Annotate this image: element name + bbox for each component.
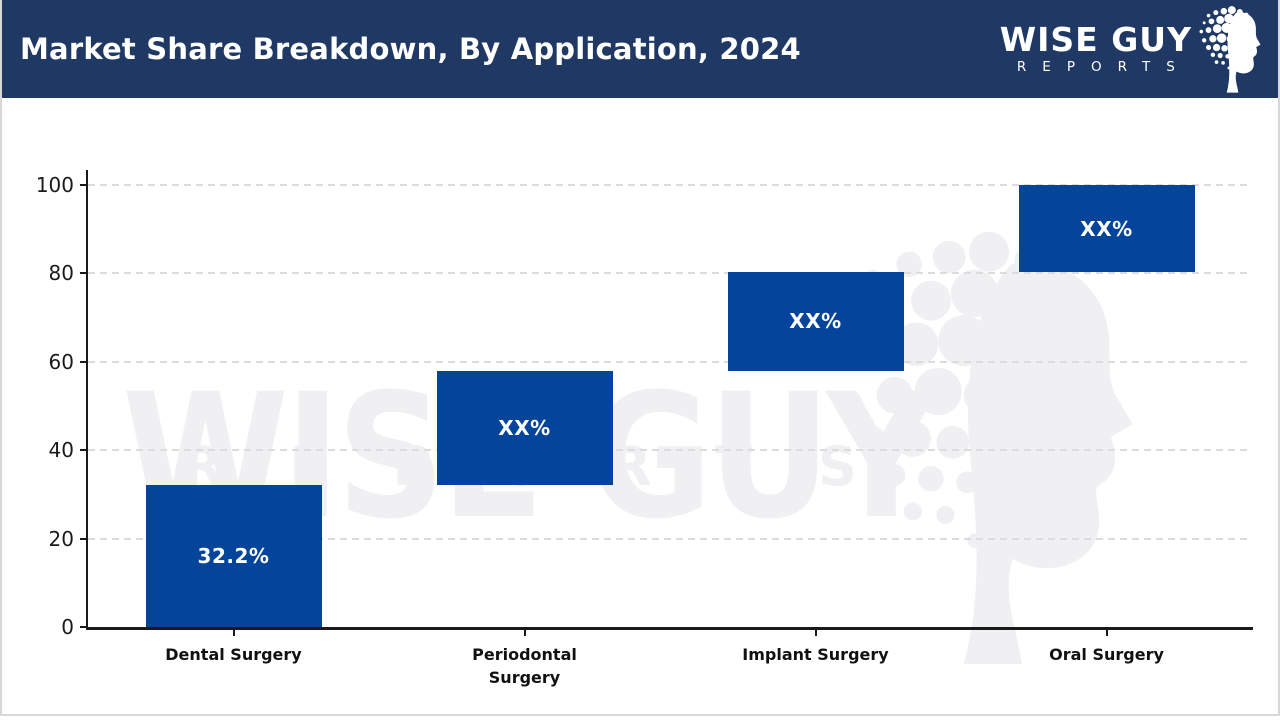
- bar-value-label: XX%: [789, 309, 842, 334]
- y-tick-label: 0: [61, 615, 74, 639]
- y-tick-label: 40: [48, 438, 74, 463]
- x-axis-tick: [814, 630, 817, 636]
- chart-area: WISE GUY REPORTS 02040608010032.2%Dental…: [0, 98, 1280, 720]
- y-axis-tick: [80, 184, 88, 186]
- bar-value-label: XX%: [498, 415, 551, 440]
- gridline: [88, 449, 1252, 452]
- y-axis-tick: [80, 449, 88, 452]
- y-axis-tick: [80, 360, 88, 363]
- gridline: [88, 360, 1252, 363]
- x-axis-tick: [523, 630, 526, 636]
- bar-segment: XX%: [727, 272, 904, 371]
- brand-name: WISE GUY: [999, 20, 1192, 60]
- y-tick-label: 80: [48, 261, 74, 286]
- gridline: [88, 537, 1252, 540]
- header-bar: Market Share Breakdown, By Application, …: [0, 0, 1280, 98]
- y-tick-label: 60: [48, 349, 74, 374]
- y-tick-label: 100: [35, 173, 74, 197]
- x-axis-tick: [1105, 630, 1108, 636]
- x-axis-line: [86, 627, 1253, 630]
- bar-segment: XX%: [436, 370, 613, 485]
- x-axis-tick: [232, 630, 235, 636]
- y-axis-line: [86, 170, 88, 630]
- chart-title: Market Share Breakdown, By Application, …: [20, 32, 801, 66]
- dotted-face-profile-icon: [1199, 6, 1261, 93]
- gridline: [88, 184, 1252, 186]
- bar-value-label: 32.2%: [197, 543, 270, 568]
- gridline: [88, 272, 1252, 275]
- bar-segment: 32.2%: [145, 484, 322, 627]
- x-category-label: Periodontal Surgery: [472, 645, 577, 688]
- x-category-label: Dental Surgery: [165, 645, 302, 664]
- bar-segment: XX%: [1018, 185, 1195, 273]
- y-axis-tick: [80, 626, 88, 628]
- y-tick-label: 20: [48, 526, 74, 551]
- brand-wordmark: WISE GUY REPORTS: [1000, 23, 1192, 75]
- bar-value-label: XX%: [1080, 216, 1133, 241]
- brand-subtitle: REPORTS: [1016, 59, 1191, 76]
- x-category-label: Oral Surgery: [1049, 645, 1164, 664]
- x-category-label: Implant Surgery: [742, 645, 889, 664]
- brand-logo: WISE GUY REPORTS: [1000, 5, 1274, 93]
- y-axis-tick: [80, 537, 88, 540]
- y-axis-tick: [80, 272, 88, 275]
